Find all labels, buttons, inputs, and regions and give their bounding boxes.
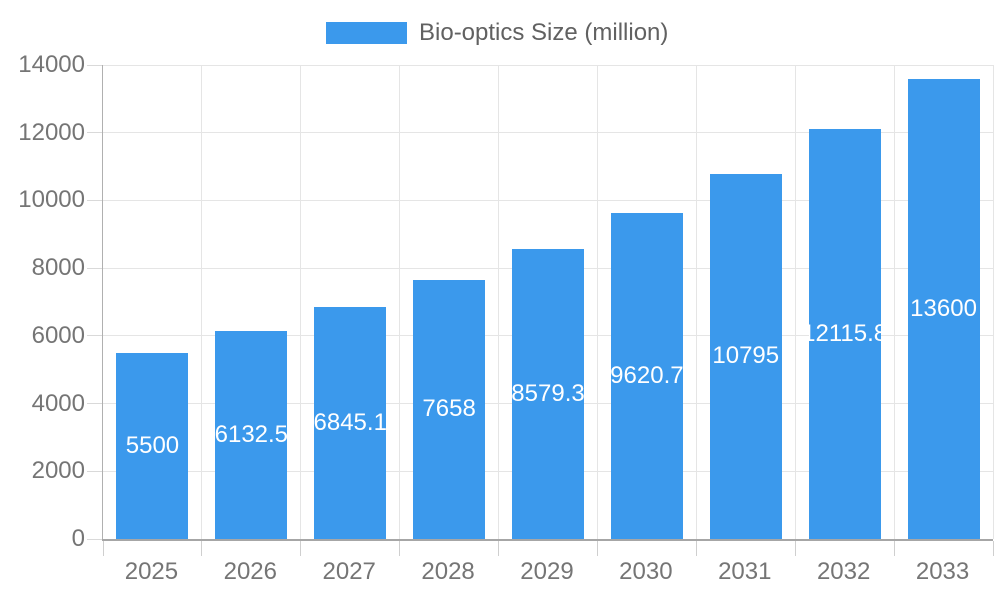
bar-value-label: 8579.3	[512, 379, 584, 407]
x-axis-label: 2030	[619, 558, 673, 585]
x-axis-tick	[992, 541, 994, 556]
gridline-vertical	[596, 65, 598, 539]
bar-value-label: 9620.7	[610, 362, 683, 390]
bar: 6845.1	[314, 307, 387, 539]
bar-value-label: 6132.5	[215, 421, 288, 449]
y-axis-tick	[87, 64, 102, 66]
y-axis-label: 12000	[18, 118, 85, 146]
gridline-vertical	[498, 65, 500, 539]
bar-value-label: 6845.1	[314, 409, 387, 437]
gridline-vertical	[992, 65, 994, 539]
bar-value-label: 10795	[712, 342, 780, 370]
x-axis-label: 2033	[915, 558, 970, 585]
x-axis-tick	[201, 541, 203, 556]
bar: 12115.8	[808, 128, 881, 539]
y-axis-label: 2000	[31, 457, 85, 485]
gridline-vertical	[201, 65, 203, 539]
bar: 6132.5	[215, 331, 288, 539]
plot-area: 5500 6132.5 6845.1 7658 8579.3 9620.7 10795 121…	[87, 64, 994, 556]
x-axis-tick	[498, 541, 500, 556]
gridline-vertical	[300, 65, 302, 539]
legend-label: Bio-optics Size (million)	[419, 19, 669, 46]
y-axis-label: 10000	[18, 186, 85, 214]
y-axis-tick	[87, 335, 102, 337]
gridline-horizontal	[103, 199, 993, 201]
x-axis-label: 2029	[520, 558, 574, 585]
x-axis-tick	[596, 541, 598, 556]
y-axis-tick	[87, 199, 102, 201]
x-axis-label: 2025	[124, 558, 179, 585]
y-axis-tick	[87, 132, 102, 134]
x-axis-label: 2027	[322, 558, 376, 585]
bar-value-label: 5500	[125, 431, 180, 459]
gridline-horizontal	[103, 64, 993, 66]
bar: 8579.3	[512, 248, 584, 539]
x-axis-label: 2026	[223, 558, 277, 585]
y-axis-tick	[87, 538, 102, 540]
y-axis-tick	[87, 267, 102, 269]
gridline-horizontal	[103, 132, 993, 134]
y-axis-label: 4000	[31, 389, 85, 417]
gridline-vertical	[399, 65, 401, 539]
legend: Bio-optics Size (million)	[326, 19, 669, 46]
bar: 9620.7	[610, 213, 683, 539]
gridline-vertical	[695, 65, 697, 539]
bar: 7658	[413, 279, 486, 539]
x-axis-line	[102, 539, 993, 541]
y-axis-tick	[87, 470, 102, 472]
x-axis-tick	[893, 541, 895, 556]
bar-value-label: 7658	[422, 395, 476, 423]
gridline-vertical	[794, 65, 796, 539]
gridline-vertical	[893, 65, 895, 539]
bar: 13600	[907, 78, 980, 539]
x-axis-tick	[102, 541, 104, 556]
y-axis-label: 6000	[31, 321, 85, 349]
x-axis-label: 2032	[816, 558, 871, 585]
x-axis-tick	[794, 541, 796, 556]
x-axis-tick	[399, 541, 401, 556]
bar: 5500	[116, 352, 189, 539]
bar-value-label: 13600	[910, 294, 977, 322]
y-axis-label: 8000	[31, 254, 85, 282]
x-axis-label: 2028	[421, 558, 475, 585]
y-axis-label: 14000	[18, 51, 85, 78]
x-axis-tick	[695, 541, 697, 556]
x-axis-label: 2031	[718, 558, 772, 585]
bar: 10795	[709, 173, 782, 539]
y-axis-tick	[87, 403, 102, 405]
bar-value-label: 12115.8	[808, 319, 881, 347]
legend-swatch	[326, 22, 407, 44]
x-axis-tick	[300, 541, 302, 556]
y-axis-label: 0	[71, 525, 85, 552]
